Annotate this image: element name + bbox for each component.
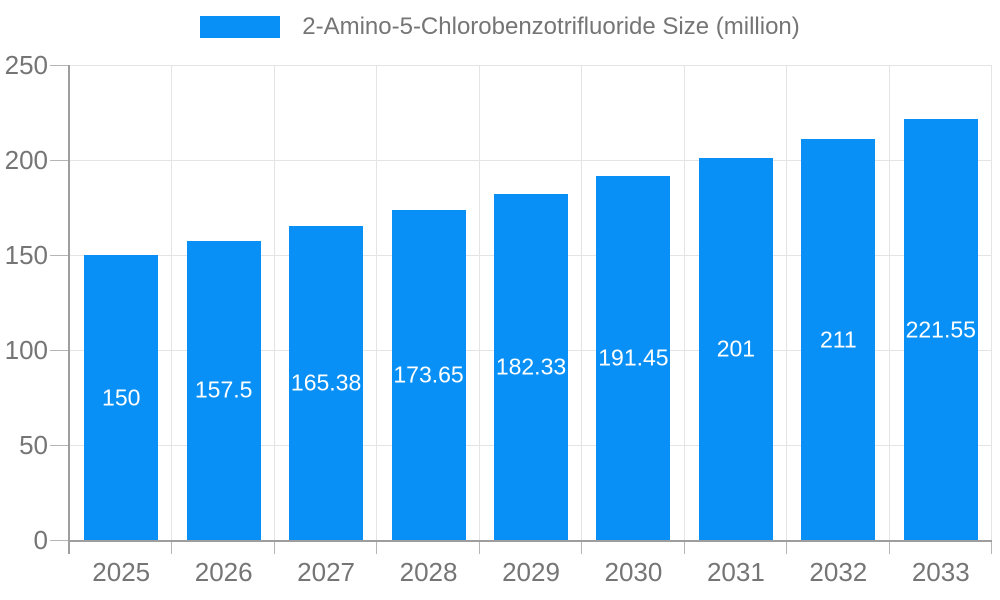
x-gridline — [683, 65, 685, 540]
legend-label: 2-Amino-5-Chlorobenzotrifluoride Size (m… — [302, 13, 800, 40]
x-gridline — [478, 65, 480, 540]
x-axis-tick — [376, 540, 378, 554]
x-gridline — [376, 65, 378, 540]
legend-swatch — [200, 16, 281, 38]
y-axis-tick — [50, 445, 68, 446]
x-axis-label: 2028 — [399, 557, 458, 587]
y-axis-tick — [50, 160, 68, 161]
x-axis-tick — [478, 540, 480, 554]
x-axis-tick — [786, 540, 788, 554]
x-axis-label: 2032 — [809, 557, 868, 587]
bar — [801, 139, 876, 540]
x-axis-tick — [581, 540, 583, 554]
bar — [186, 240, 261, 540]
bar — [698, 158, 773, 540]
legend[interactable]: 2-Amino-5-Chlorobenzotrifluoride Size (m… — [0, 13, 1000, 41]
bar-value-label: 157.5 — [194, 376, 253, 403]
y-axis-label: 50 — [19, 430, 48, 460]
y-axis-label: 250 — [4, 50, 48, 80]
plot-area: 0 50 100 150 200 250 150 2025 157.5 2026 165.38 202… — [5, 50, 992, 587]
x-axis-tick — [991, 540, 992, 554]
y-axis-label: 150 — [4, 240, 48, 270]
x-axis-tick — [273, 540, 275, 554]
y-axis-label: 0 — [33, 525, 48, 555]
y-axis-label: 100 — [4, 335, 48, 365]
x-gridline — [171, 65, 173, 540]
bar-value-label: 201 — [716, 335, 756, 362]
x-axis-label: 2030 — [604, 557, 663, 587]
bar — [289, 225, 364, 540]
y-axis-tick — [50, 350, 68, 351]
bar — [391, 210, 466, 540]
bar-value-label: 173.65 — [393, 361, 464, 388]
y-axis-tick — [50, 255, 68, 256]
bar-value-label: 211 — [819, 326, 857, 353]
bar-value-label: 182.33 — [495, 353, 567, 380]
x-gridline — [273, 65, 275, 540]
x-axis-label: 2029 — [502, 557, 560, 587]
x-gridline — [991, 65, 992, 540]
bar-value-label: 191.45 — [598, 344, 669, 371]
bar — [84, 255, 159, 540]
y-gridline — [70, 65, 992, 66]
x-axis-label: 2026 — [194, 557, 253, 587]
y-axis-label: 200 — [4, 145, 48, 175]
y-axis-tick — [50, 65, 68, 66]
bar-value-label: 221.55 — [905, 316, 976, 343]
x-gridline — [888, 65, 890, 540]
x-axis-label: 2027 — [297, 557, 356, 587]
x-axis-tick — [171, 540, 173, 554]
y-axis-line — [68, 65, 70, 554]
x-gridline — [581, 65, 583, 540]
x-axis-tick — [683, 540, 685, 554]
x-axis-line — [68, 540, 992, 542]
bar-value-label: 150 — [102, 384, 141, 410]
x-gridline — [786, 65, 788, 540]
x-axis-label: 2033 — [911, 557, 970, 587]
y-gridline — [70, 160, 992, 161]
y-axis-tick — [50, 540, 68, 541]
x-axis-tick — [888, 540, 890, 554]
bar — [596, 176, 671, 540]
bar-value-label: 165.38 — [290, 369, 362, 396]
bar — [903, 119, 978, 540]
x-axis-label: 2031 — [706, 557, 765, 587]
bar — [494, 193, 568, 540]
x-axis-label: 2025 — [92, 557, 151, 587]
